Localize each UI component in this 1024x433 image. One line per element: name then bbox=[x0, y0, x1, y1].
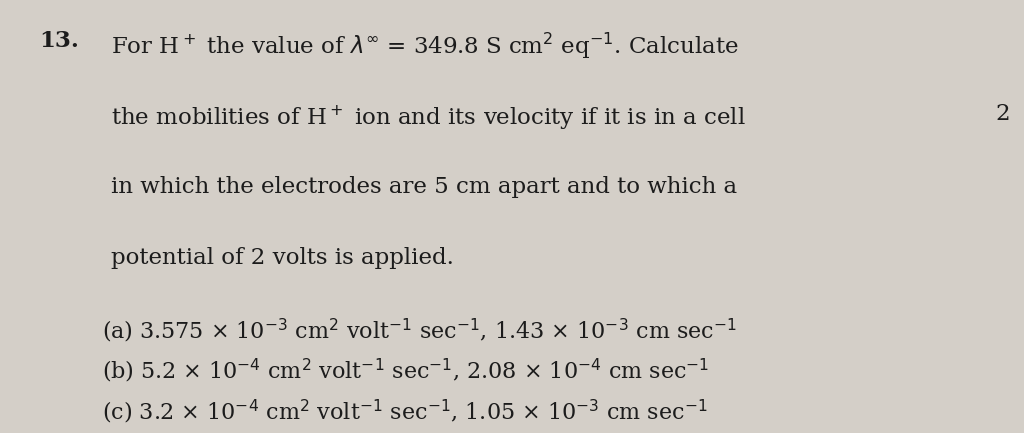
Text: (b) 5.2 × 10$^{-4}$ cm$^2$ volt$^{-1}$ sec$^{-1}$, 2.08 × 10$^{-4}$ cm sec$^{-1}: (b) 5.2 × 10$^{-4}$ cm$^2$ volt$^{-1}$ s… bbox=[102, 357, 710, 385]
Text: (a) 3.575 × 10$^{-3}$ cm$^2$ volt$^{-1}$ sec$^{-1}$, 1.43 × 10$^{-3}$ cm sec$^{-: (a) 3.575 × 10$^{-3}$ cm$^2$ volt$^{-1}$… bbox=[102, 317, 737, 345]
Text: (c) 3.2 × 10$^{-4}$ cm$^2$ volt$^{-1}$ sec$^{-1}$, 1.05 × 10$^{-3}$ cm sec$^{-1}: (c) 3.2 × 10$^{-4}$ cm$^2$ volt$^{-1}$ s… bbox=[102, 397, 708, 426]
Text: 13.: 13. bbox=[39, 30, 79, 52]
Text: For H$^+$ the value of $\lambda^\infty$ = 349.8 S cm$^2$ eq$^{-1}$. Calculate: For H$^+$ the value of $\lambda^\infty$ … bbox=[111, 30, 738, 61]
Text: in which the electrodes are 5 cm apart and to which a: in which the electrodes are 5 cm apart a… bbox=[111, 176, 736, 198]
Text: potential of 2 volts is applied.: potential of 2 volts is applied. bbox=[111, 247, 454, 269]
Text: the mobilities of H$^+$ ion and its velocity if it is in a cell: the mobilities of H$^+$ ion and its velo… bbox=[111, 103, 745, 132]
Text: 2: 2 bbox=[995, 103, 1010, 125]
